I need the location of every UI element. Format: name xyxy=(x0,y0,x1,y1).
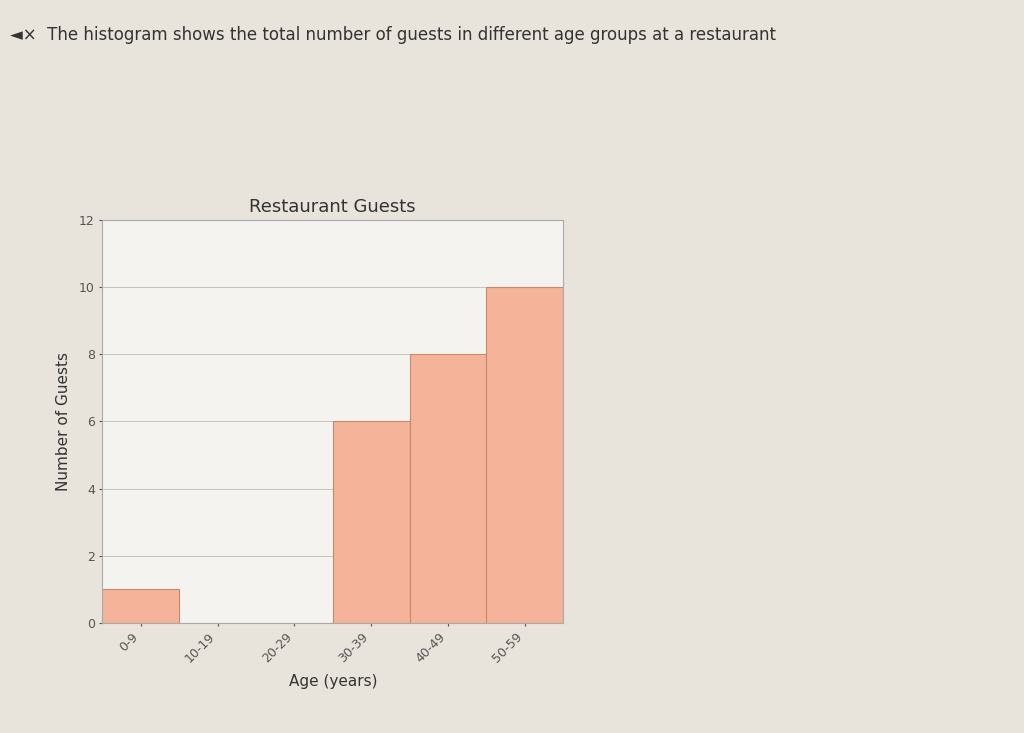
Text: ◄×  The histogram shows the total number of guests in different age groups at a : ◄× The histogram shows the total number … xyxy=(10,26,776,44)
Bar xyxy=(410,354,486,623)
Title: Restaurant Guests: Restaurant Guests xyxy=(250,198,416,216)
Bar xyxy=(486,287,563,623)
Bar xyxy=(333,421,410,623)
X-axis label: Age (years): Age (years) xyxy=(289,674,377,689)
Bar xyxy=(102,589,179,623)
Y-axis label: Number of Guests: Number of Guests xyxy=(55,352,71,491)
